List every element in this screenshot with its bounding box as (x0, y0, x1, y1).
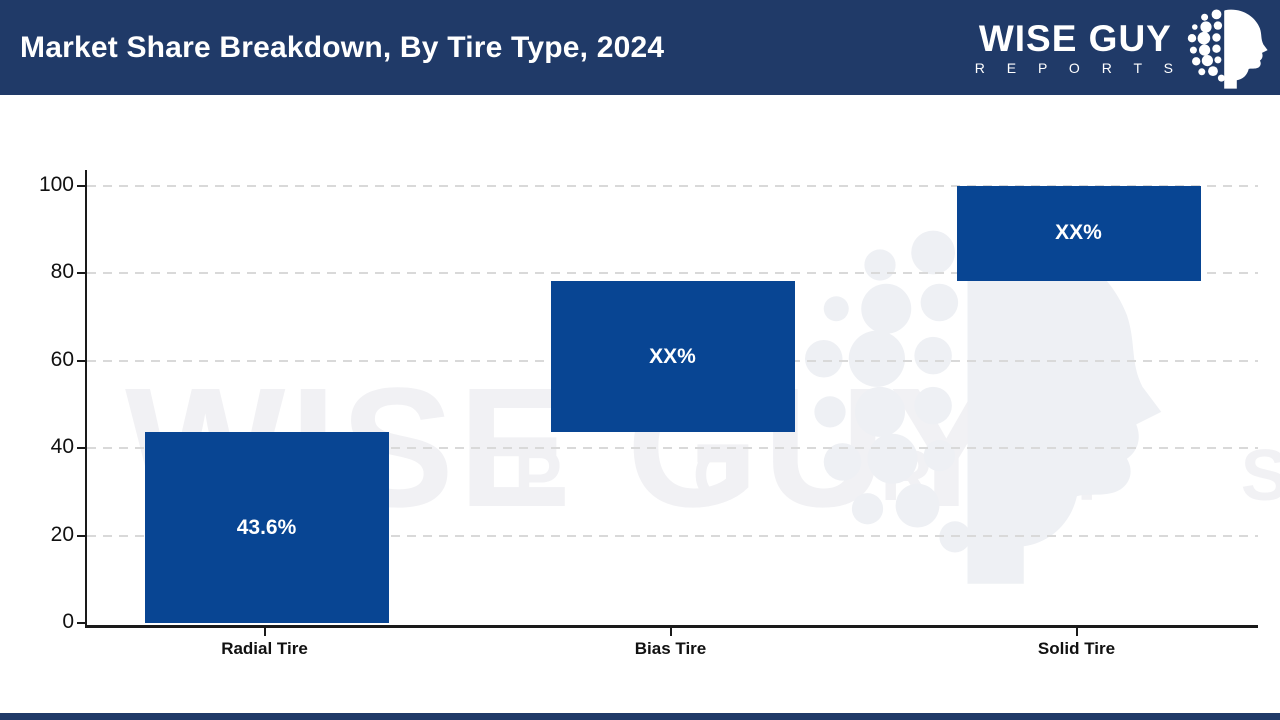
footer-band (0, 713, 1280, 720)
y-tick-label-0: 0 (62, 610, 74, 633)
y-tick-label-40: 40 (50, 435, 74, 459)
brand-logo: WISE GUY R E P O R T S (969, 6, 1280, 90)
bar-value-label-1: XX% (649, 344, 696, 368)
watermark-dotted-head-profile-icon (805, 230, 1162, 584)
gridline-100 (87, 185, 1258, 187)
y-tick-label-100: 100 (38, 173, 74, 196)
gridline-40 (87, 447, 1258, 450)
gridline-20 (87, 534, 1258, 537)
y-tick-20 (77, 534, 85, 537)
bar-value-label-2: XX% (1055, 221, 1102, 245)
x-category-label-0: Radial Tire (221, 639, 308, 658)
y-tick-100 (77, 185, 85, 187)
x-category-label-1: Bias Tire (634, 639, 707, 658)
y-tick-label-60: 60 (50, 347, 74, 371)
chart-region: WISE GUY R E P O R T S 43.6%XX%XX% 02040… (0, 95, 1280, 713)
bar-2: XX% (956, 186, 1201, 281)
brand-name: WISE GUY (978, 18, 1172, 59)
gridline-80 (87, 272, 1258, 275)
brand-subtitle: R E P O R T S (974, 60, 1182, 76)
y-tick-label-20: 20 (50, 522, 74, 546)
x-tick-2 (1075, 628, 1078, 636)
y-tick-40 (77, 447, 85, 450)
y-tick-0 (77, 622, 85, 624)
y-tick-60 (77, 359, 85, 362)
page-title: Market Share Breakdown, By Tire Type, 20… (20, 30, 665, 64)
dotted-head-profile-icon (1187, 9, 1268, 89)
y-tick-label-80: 80 (50, 260, 74, 284)
x-category-label-2: Solid Tire (1037, 639, 1116, 658)
x-tick-0 (263, 628, 266, 636)
brand-logo-text: WISE GUY R E P O R T S (969, 20, 1182, 75)
y-tick-80 (77, 272, 85, 275)
header-band: Market Share Breakdown, By Tire Type, 20… (0, 0, 1280, 95)
plot-area: 43.6% XX% XX% (77, 170, 1258, 628)
bar-1: XX% (550, 280, 795, 433)
x-tick-1 (669, 628, 672, 636)
bar-value-label-0: 43.6% (236, 515, 297, 539)
bar-0: 43.6% (144, 432, 389, 623)
